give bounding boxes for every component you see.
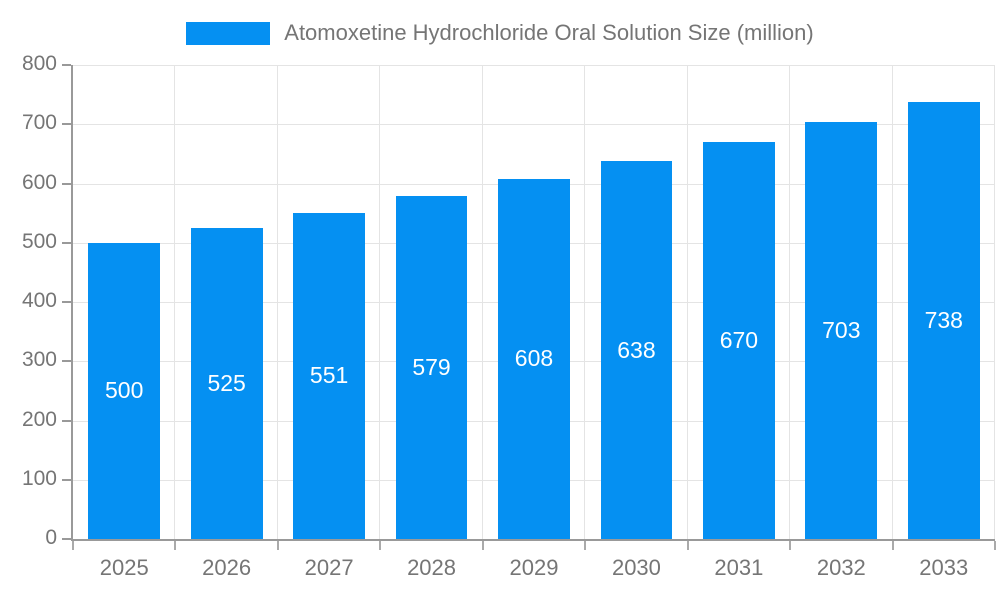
y-axis-tick (62, 538, 71, 540)
bar-value-label: 500 (105, 377, 144, 404)
y-axis-label: 300 (21, 348, 57, 372)
x-axis-label: 2031 (714, 555, 764, 580)
x-axis-tick (72, 541, 74, 550)
legend-swatch (186, 21, 271, 45)
bar-2028: 579 (395, 195, 468, 539)
x-axis-label: 2028 (407, 555, 457, 580)
y-axis-label: 200 (21, 407, 57, 431)
bar-value-label: 638 (617, 336, 656, 363)
bar-2032: 703 (805, 122, 878, 539)
y-axis-tick (62, 478, 71, 481)
y-axis-tick (62, 123, 71, 126)
bar-value-label: 525 (207, 369, 246, 396)
y-gridline (73, 65, 995, 66)
bar-2025: 500 (88, 242, 161, 539)
y-axis-label: 600 (21, 170, 57, 194)
bar-2026: 525 (190, 227, 263, 539)
x-axis-label: 2026 (202, 555, 252, 580)
bar-2033: 738 (907, 101, 980, 539)
bar-2027: 551 (293, 212, 365, 539)
y-axis-tick (62, 301, 71, 303)
x-gridline (481, 65, 483, 539)
x-axis-label: 2032 (816, 555, 866, 580)
x-gridline (276, 65, 278, 539)
x-axis-tick (481, 541, 484, 550)
y-axis-tick (62, 241, 71, 244)
y-axis-tick (62, 419, 71, 422)
x-axis-line (71, 539, 995, 541)
x-axis-tick (584, 541, 587, 550)
bar-value-label: 551 (309, 362, 349, 389)
x-axis-tick (174, 541, 177, 550)
legend: Atomoxetine Hydrochloride Oral Solution … (0, 20, 1000, 46)
x-axis-tick (789, 541, 792, 550)
bar-value-label: 608 (514, 345, 554, 372)
bar-2030: 638 (600, 161, 673, 539)
x-gridline (584, 65, 586, 539)
x-axis-tick (686, 541, 689, 550)
x-gridline (174, 65, 176, 539)
bar-2029: 608 (498, 178, 570, 539)
y-gridline (73, 124, 995, 126)
x-axis-tick (891, 541, 894, 550)
x-axis-tick (994, 541, 996, 550)
x-axis-tick (379, 541, 382, 550)
y-axis-tick (62, 360, 71, 363)
x-axis-label: 2029 (509, 555, 559, 580)
y-axis-label: 700 (21, 111, 57, 135)
x-gridline (686, 65, 688, 539)
bar-2031: 670 (703, 142, 775, 539)
y-axis-label: 500 (21, 229, 57, 253)
x-gridline (789, 65, 791, 539)
x-axis-label: 2030 (611, 555, 661, 580)
legend-label: Atomoxetine Hydrochloride Oral Solution … (284, 20, 814, 45)
y-axis-label: 100 (21, 466, 57, 490)
y-axis-line (71, 65, 73, 539)
x-axis-label: 2033 (919, 555, 969, 580)
y-axis-label: 0 (45, 526, 57, 549)
x-axis-tick (276, 541, 279, 550)
bar-value-label: 738 (924, 306, 963, 333)
x-gridline (891, 65, 893, 539)
y-axis-tick (62, 182, 71, 185)
bar-value-label: 579 (412, 353, 451, 380)
x-gridline (379, 65, 381, 539)
y-axis-tick (62, 64, 71, 66)
x-axis-label: 2025 (99, 555, 149, 580)
y-axis-label: 800 (21, 52, 57, 75)
x-gridline (994, 65, 995, 539)
plot-area: 0 100 200 300 400 500 600 700 800 500 2025 525 2026 5… (22, 52, 996, 580)
x-axis-label: 2027 (304, 555, 354, 580)
y-axis-label: 400 (21, 289, 57, 312)
bar-value-label: 670 (719, 327, 759, 354)
bar-value-label: 703 (822, 317, 861, 344)
